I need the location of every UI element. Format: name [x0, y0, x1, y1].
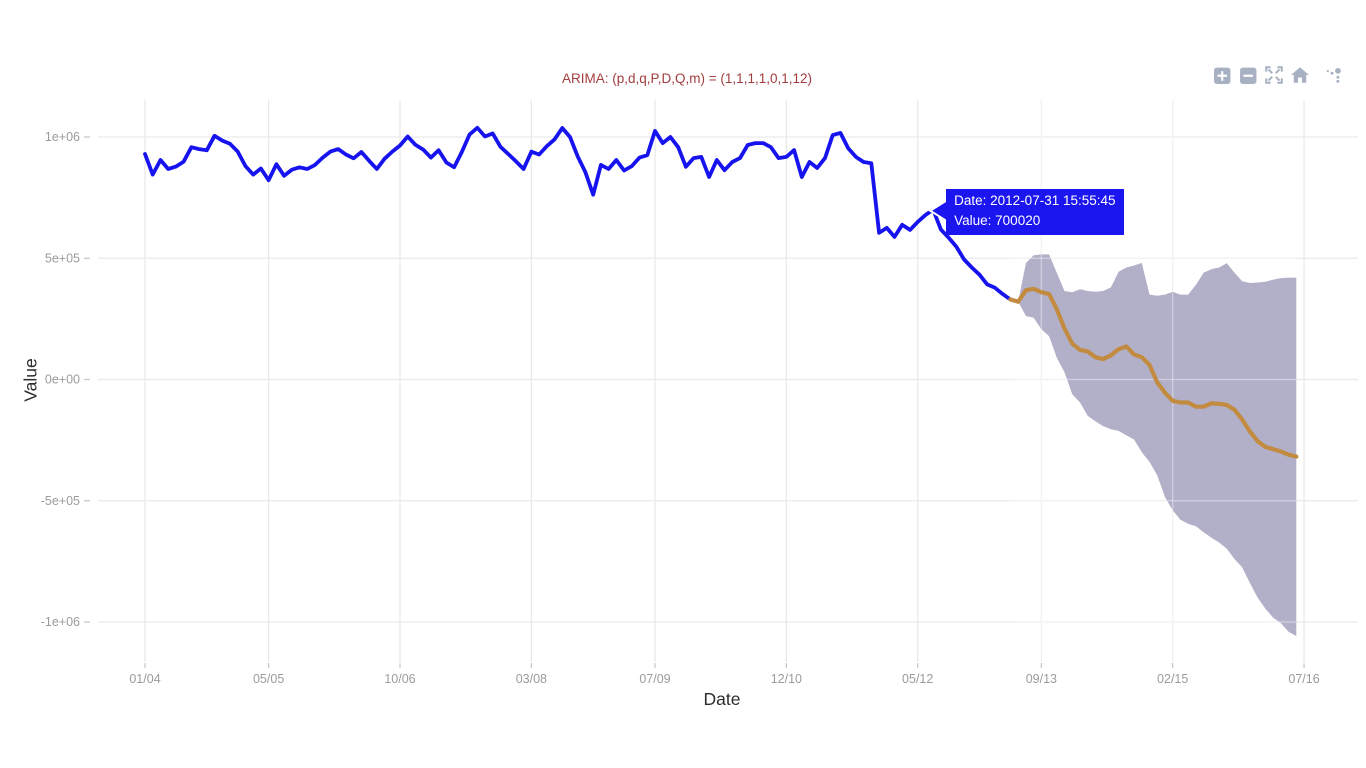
modebar: [1209, 64, 1346, 86]
plotly-logo-button[interactable]: [1320, 64, 1346, 86]
y-tick-label: -1e+06: [41, 615, 80, 629]
y-tick-label: -5e+05: [41, 494, 80, 508]
x-tick-label: 05/05: [253, 672, 284, 686]
x-tick-label: 01/04: [129, 672, 160, 686]
y-axis-title: Value: [20, 358, 41, 402]
zoom-in-button[interactable]: [1209, 64, 1235, 86]
y-tick-label: 1e+06: [45, 130, 80, 144]
tooltip-value-line: Value: 700020: [954, 213, 1041, 229]
hover-tooltip: Date: 2012-07-31 15:55:45 Value: 700020: [946, 188, 1124, 235]
x-tick-label: 12/10: [771, 672, 802, 686]
forecast-series-line[interactable]: [1008, 286, 1299, 459]
x-tick-label: 10/06: [384, 672, 415, 686]
autoscale-icon: [1265, 66, 1283, 84]
y-tick-label: 5e+05: [45, 251, 80, 265]
zoom-in-icon: [1213, 67, 1230, 84]
plotly-logo-icon: [1326, 67, 1341, 83]
observed-series-line[interactable]: [143, 125, 1013, 302]
x-tick-label: 09/13: [1026, 672, 1057, 686]
tooltip-date-line: Date: 2012-07-31 15:55:45: [954, 192, 1116, 208]
x-tick-label: 02/15: [1157, 672, 1188, 686]
autoscale-button[interactable]: [1261, 64, 1287, 86]
confidence-band: [1010, 254, 1297, 637]
tooltip-caret: [932, 200, 949, 221]
reset-axes-home-button[interactable]: [1287, 64, 1313, 86]
x-axis-title: Date: [703, 689, 741, 709]
zoom-out-icon: [1239, 67, 1256, 84]
chart-title: ARIMA: (p,d,q,P,D,Q,m) = (1,1,1,1,0,1,12…: [562, 71, 812, 86]
home-icon: [1291, 67, 1309, 83]
y-tick-label: 0e+00: [45, 373, 80, 387]
x-tick-label: 03/08: [516, 672, 547, 686]
zoom-out-button[interactable]: [1235, 64, 1261, 86]
x-tick-label: 05/12: [902, 672, 933, 686]
x-tick-label: 07/16: [1288, 672, 1319, 686]
x-tick-label: 07/09: [639, 672, 670, 686]
